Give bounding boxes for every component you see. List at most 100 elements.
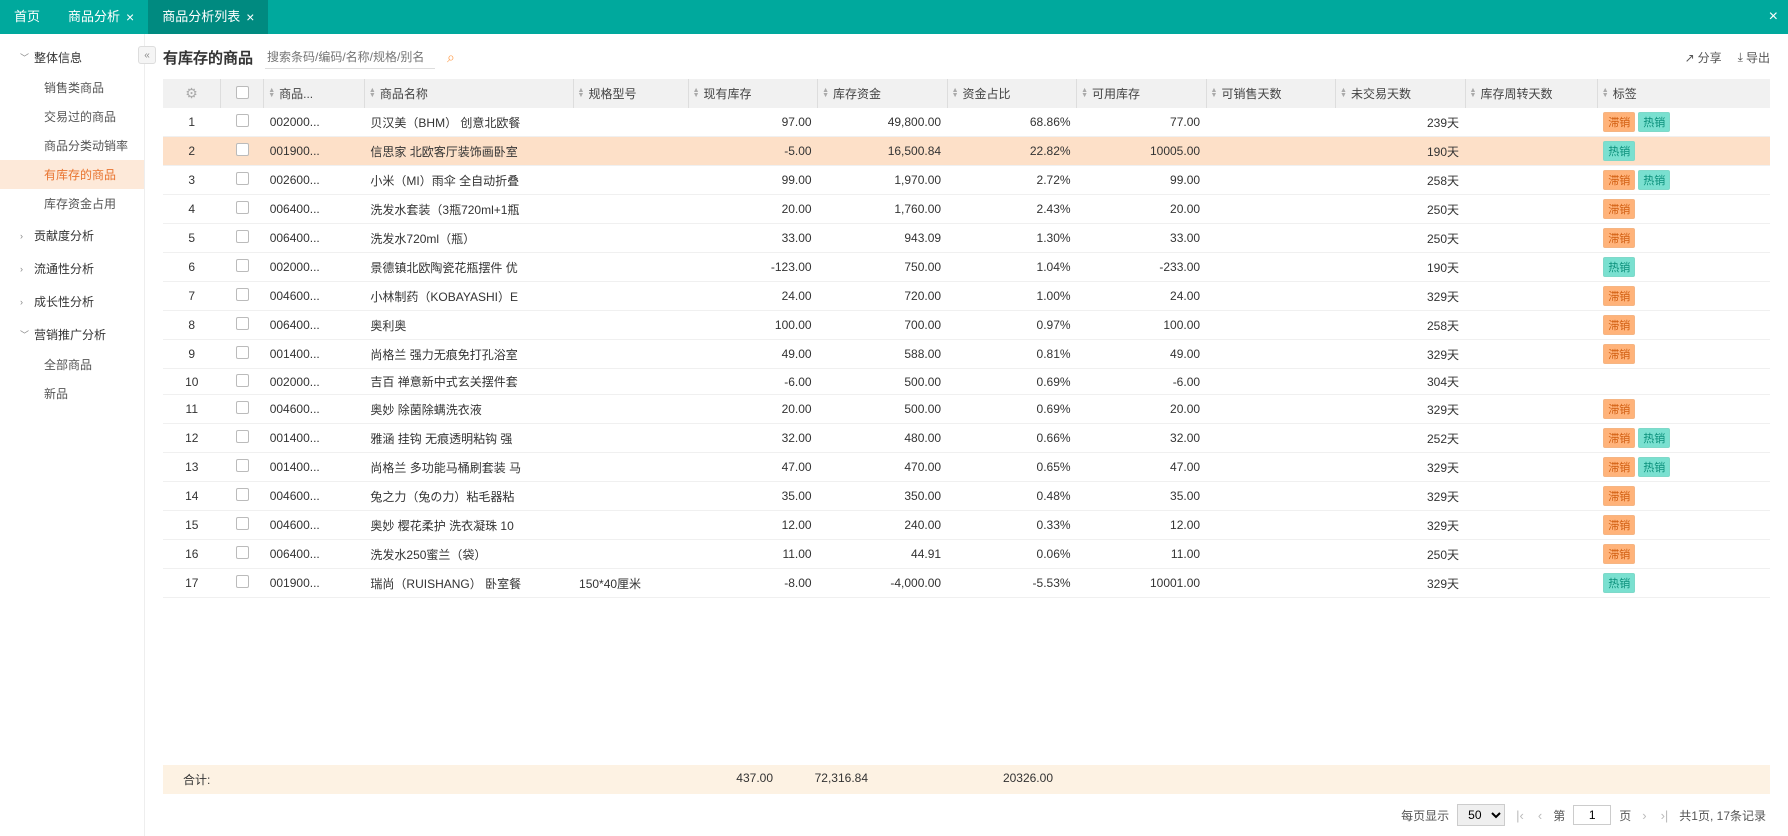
close-icon[interactable]: × — [126, 0, 134, 34]
table-row[interactable]: 1002000...贝汉美（BHM） 创意北欧餐97.0049,800.0068… — [163, 108, 1770, 137]
col-header-2[interactable]: ▲▼规格型号 — [573, 79, 688, 108]
col-checkbox[interactable] — [221, 79, 264, 108]
sort-icon[interactable]: ▲▼ — [578, 89, 585, 99]
nav-item-0-1[interactable]: 交易过的商品 — [0, 102, 144, 131]
table-row[interactable]: 7004600...小林制药（KOBAYASHI）E24.00720.001.0… — [163, 282, 1770, 311]
table-row[interactable]: 2001900...信思家 北欧客厅装饰画卧室-5.0016,500.8422.… — [163, 137, 1770, 166]
row-checkbox[interactable] — [236, 459, 249, 472]
table-row[interactable]: 6002000...景德镇北欧陶瓷花瓶摆件 优-123.00750.001.04… — [163, 253, 1770, 282]
sort-icon[interactable]: ▲▼ — [693, 89, 700, 99]
col-header-8[interactable]: ▲▼未交易天数 — [1336, 79, 1465, 108]
first-page-icon[interactable]: |‹ — [1513, 808, 1527, 823]
row-checkbox[interactable] — [236, 401, 249, 414]
sort-icon[interactable]: ▲▼ — [1602, 89, 1609, 99]
cell-saledays — [1206, 340, 1335, 369]
row-checkbox[interactable] — [236, 546, 249, 559]
row-checkbox[interactable] — [236, 374, 249, 387]
col-header-9[interactable]: ▲▼库存周转天数 — [1465, 79, 1597, 108]
row-checkbox[interactable] — [236, 346, 249, 359]
prev-page-icon[interactable]: ‹ — [1535, 808, 1545, 823]
row-checkbox[interactable] — [236, 114, 249, 127]
table-row[interactable]: 10002000...吉百 禅意新中式玄关摆件套-6.00500.000.69%… — [163, 369, 1770, 395]
sort-icon[interactable]: ▲▼ — [822, 89, 829, 99]
last-page-icon[interactable]: ›| — [1658, 808, 1672, 823]
search-input[interactable] — [265, 46, 435, 69]
next-page-icon[interactable]: › — [1639, 808, 1649, 823]
totals-stock: 437.00 — [678, 771, 773, 788]
nav-group-2[interactable]: ›流通性分析 — [0, 253, 144, 284]
sort-icon[interactable]: ▲▼ — [1470, 89, 1477, 99]
table-row[interactable]: 5006400...洗发水720ml（瓶）33.00943.091.30%33.… — [163, 224, 1770, 253]
gear-icon[interactable]: ⚙ — [185, 85, 198, 101]
table-row[interactable]: 14004600...兔之力（兔の力）粘毛器粘35.00350.000.48%3… — [163, 482, 1770, 511]
table-row[interactable]: 12001400...雅涵 挂钩 无痕透明粘钩 强32.00480.000.66… — [163, 424, 1770, 453]
sort-icon[interactable]: ▲▼ — [369, 89, 376, 99]
col-header-4[interactable]: ▲▼库存资金 — [818, 79, 947, 108]
row-checkbox[interactable] — [236, 575, 249, 588]
nav-item-0-4[interactable]: 库存资金占用 — [0, 189, 144, 218]
tab-2[interactable]: 商品分析列表× — [148, 0, 268, 34]
col-header-5[interactable]: ▲▼资金占比 — [947, 79, 1076, 108]
table-row[interactable]: 4006400...洗发水套装（3瓶720ml+1瓶20.001,760.002… — [163, 195, 1770, 224]
nav-group-4[interactable]: ﹀营销推广分析 — [0, 319, 144, 350]
table-row[interactable]: 8006400...奥利奥100.00700.000.97%100.00258天… — [163, 311, 1770, 340]
nav-group-3[interactable]: ›成长性分析 — [0, 286, 144, 317]
share-button[interactable]: ↗ 分享 — [1685, 49, 1722, 66]
tab-1[interactable]: 商品分析× — [54, 0, 148, 34]
nav-item-0-0[interactable]: 销售类商品 — [0, 73, 144, 102]
cell-saledays — [1206, 108, 1335, 137]
checkbox-all[interactable] — [236, 86, 249, 99]
table-row[interactable]: 15004600...奥妙 樱花柔护 洗衣凝珠 1012.00240.000.3… — [163, 511, 1770, 540]
table-row[interactable]: 16006400...洗发水250蜜兰（袋）11.0044.910.06%11.… — [163, 540, 1770, 569]
per-page-select[interactable]: 50 — [1457, 804, 1505, 826]
row-index: 2 — [163, 137, 221, 166]
sort-icon[interactable]: ▲▼ — [952, 89, 959, 99]
row-checkbox[interactable] — [236, 172, 249, 185]
col-header-6[interactable]: ▲▼可用库存 — [1077, 79, 1206, 108]
nav-item-0-3[interactable]: 有库存的商品 — [0, 160, 144, 189]
nav-group-0[interactable]: ﹀整体信息 — [0, 42, 144, 73]
table-row[interactable]: 3002600...小米（MI）雨伞 全自动折叠99.001,970.002.7… — [163, 166, 1770, 195]
row-checkbox[interactable] — [236, 143, 249, 156]
row-checkbox[interactable] — [236, 488, 249, 501]
row-checkbox[interactable] — [236, 259, 249, 272]
table-row[interactable]: 13001400...尚格兰 多功能马桶刷套装 马47.00470.000.65… — [163, 453, 1770, 482]
row-checkbox[interactable] — [236, 517, 249, 530]
search-icon[interactable]: ⌕ — [447, 49, 455, 66]
page-title: 有库存的商品 — [163, 47, 253, 68]
cell-saledays — [1206, 253, 1335, 282]
collapse-sidebar-icon[interactable]: « — [138, 46, 156, 64]
sort-icon[interactable]: ▲▼ — [1081, 89, 1088, 99]
col-gear[interactable]: ⚙ — [163, 79, 221, 108]
col-header-3[interactable]: ▲▼现有库存 — [688, 79, 817, 108]
row-checkbox[interactable] — [236, 201, 249, 214]
row-checkbox[interactable] — [236, 317, 249, 330]
caret-icon: › — [20, 264, 30, 274]
col-header-10[interactable]: ▲▼标签 — [1597, 79, 1770, 108]
col-header-0[interactable]: ▲▼商品... — [264, 79, 365, 108]
close-all-icon[interactable]: × — [1769, 8, 1778, 26]
row-checkbox[interactable] — [236, 230, 249, 243]
table-row[interactable]: 11004600...奥妙 除菌除螨洗衣液20.00500.000.69%20.… — [163, 395, 1770, 424]
tab-0[interactable]: 首页 — [0, 0, 54, 34]
cell-fund: 44.91 — [818, 540, 947, 569]
nav-item-4-1[interactable]: 新品 — [0, 379, 144, 408]
page-input[interactable] — [1573, 805, 1611, 825]
cell-turndays — [1465, 311, 1597, 340]
table-row[interactable]: 17001900...瑞尚（RUISHANG） 卧室餐150*40厘米-8.00… — [163, 569, 1770, 598]
nav-item-0-2[interactable]: 商品分类动销率 — [0, 131, 144, 160]
nav-item-4-0[interactable]: 全部商品 — [0, 350, 144, 379]
sort-icon[interactable]: ▲▼ — [1340, 89, 1347, 99]
close-icon[interactable]: × — [246, 0, 254, 34]
cell-avail: 20.00 — [1077, 395, 1206, 424]
export-button[interactable]: ⤓ 导出 — [1738, 49, 1770, 66]
table-row[interactable]: 9001400...尚格兰 强力无痕免打孔浴室49.00588.000.81%4… — [163, 340, 1770, 369]
sort-icon[interactable]: ▲▼ — [268, 89, 275, 99]
nav-group-1[interactable]: ›贡献度分析 — [0, 220, 144, 251]
row-checkbox[interactable] — [236, 430, 249, 443]
col-header-7[interactable]: ▲▼可销售天数 — [1206, 79, 1335, 108]
sort-icon[interactable]: ▲▼ — [1211, 89, 1218, 99]
col-header-1[interactable]: ▲▼商品名称 — [364, 79, 573, 108]
row-checkbox[interactable] — [236, 288, 249, 301]
cell-stock: 11.00 — [688, 540, 817, 569]
